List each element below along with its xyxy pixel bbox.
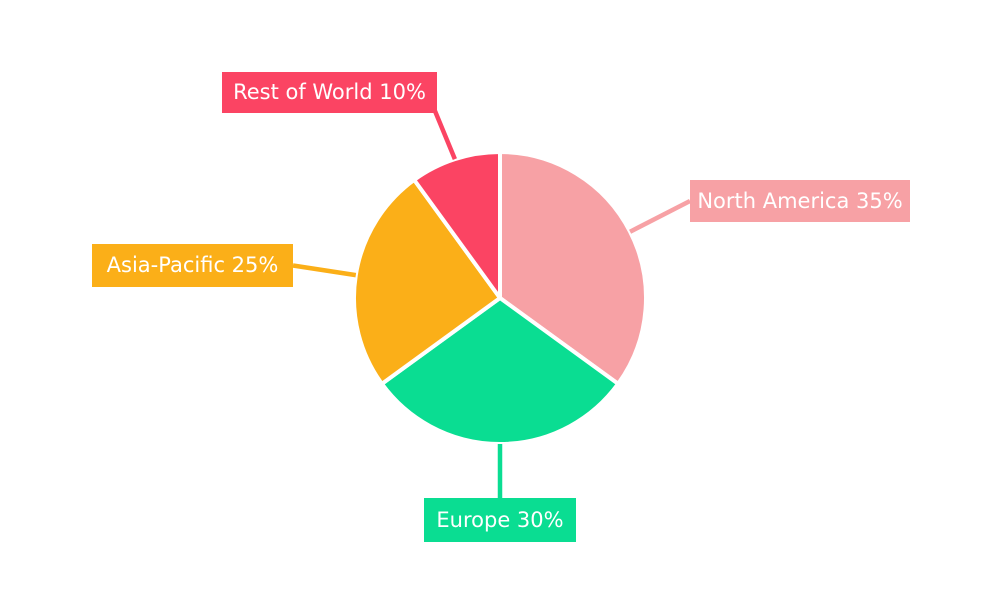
leader-line-asia-pacific xyxy=(292,263,357,278)
callout-label-rest-of-world: Rest of World 10% xyxy=(222,72,437,113)
leader-line-rest-of-world xyxy=(432,110,457,161)
callout-label-europe: Europe 30% xyxy=(424,498,576,542)
callout-label-north-america: North America 35% xyxy=(690,180,910,222)
pie-slice-asia-pacific[interactable] xyxy=(352,177,502,386)
leader-line-north-america xyxy=(629,198,692,234)
callout-label-asia-pacific: Asia-Pacific 25% xyxy=(92,244,293,287)
